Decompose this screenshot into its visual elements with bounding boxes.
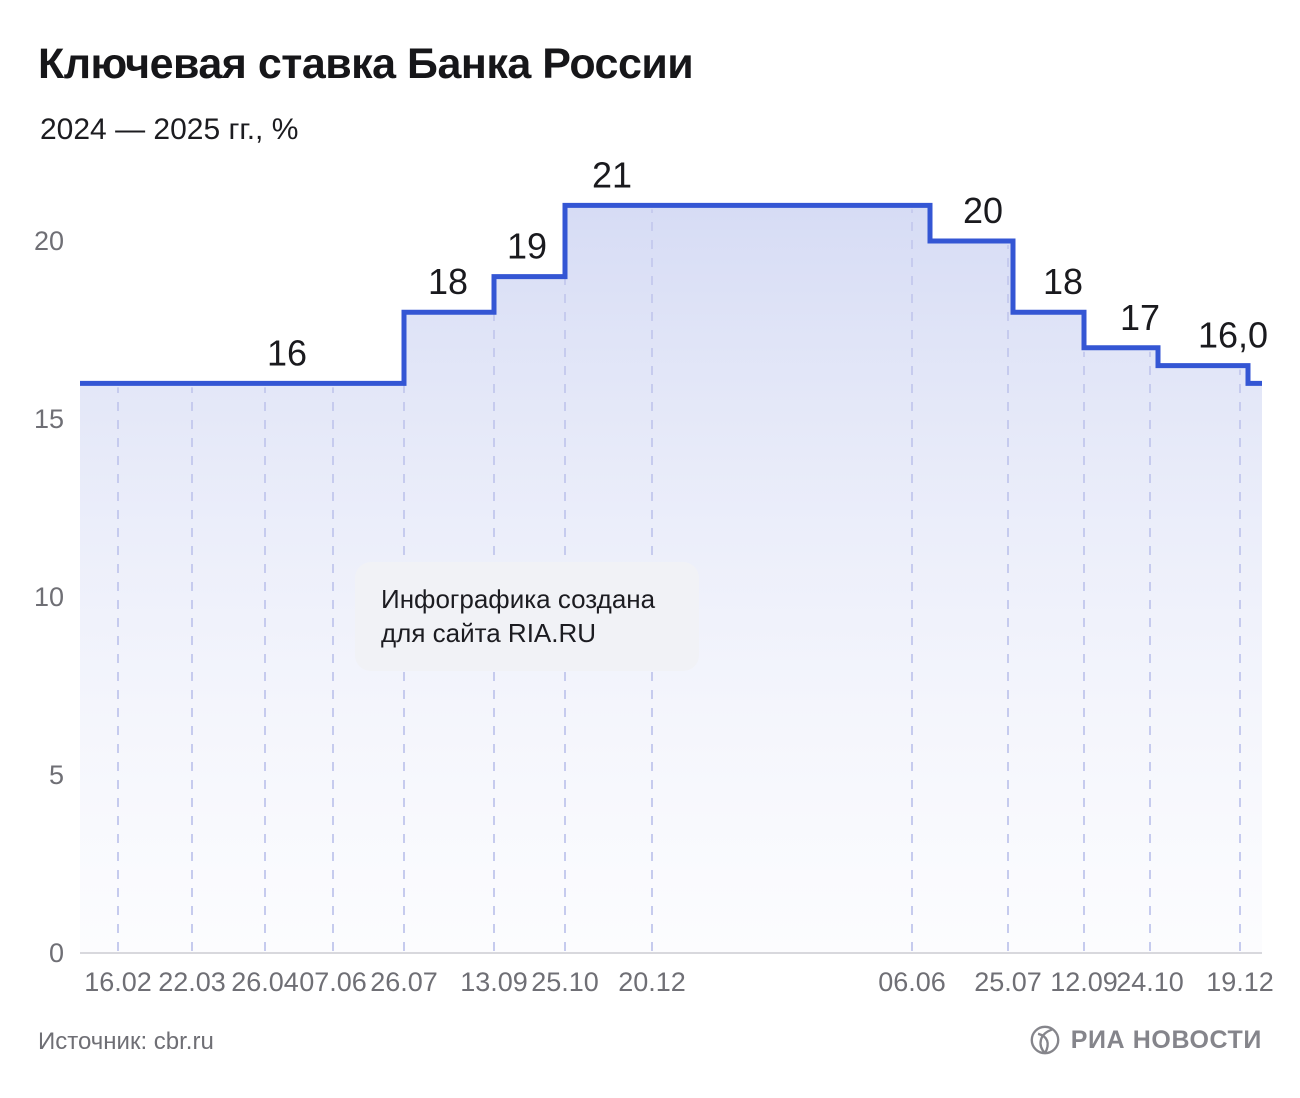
grid-lines xyxy=(117,209,1241,951)
svg-text:06.06: 06.06 xyxy=(878,967,946,997)
svg-text:18: 18 xyxy=(428,261,468,302)
svg-text:13.09: 13.09 xyxy=(460,967,528,997)
svg-text:21: 21 xyxy=(592,154,632,195)
svg-text:18: 18 xyxy=(1043,261,1083,302)
page-subtitle: 2024 — 2025 гг., % xyxy=(40,113,299,146)
svg-text:20: 20 xyxy=(34,226,64,256)
rate-step-line xyxy=(80,202,1262,386)
svg-text:20.12: 20.12 xyxy=(618,967,686,997)
svg-text:20: 20 xyxy=(963,190,1003,231)
source-label: Источник: cbr.ru xyxy=(38,1028,214,1055)
svg-text:15: 15 xyxy=(34,404,64,434)
watermark-line-2: для сайта RIA.RU xyxy=(381,618,597,649)
svg-text:16,0: 16,0 xyxy=(1198,315,1268,356)
svg-text:12.09: 12.09 xyxy=(1050,967,1118,997)
ria-logo-text: РИА НОВОСТИ xyxy=(1070,1025,1262,1054)
watermark-tooltip: Инфографика создана для сайта RIA.RU xyxy=(355,562,699,671)
page-title: Ключевая ставка Банка России xyxy=(38,40,694,88)
svg-text:5: 5 xyxy=(49,760,64,790)
svg-text:25.07: 25.07 xyxy=(974,967,1042,997)
ria-rose-icon xyxy=(1029,1024,1061,1056)
ria-logo: РИА НОВОСТИ xyxy=(1029,1024,1262,1056)
x-axis-labels: 16.02 22.03 26.04 07.06 26.07 13.09 25.10 20.12… xyxy=(84,967,1274,997)
svg-text:22.03: 22.03 xyxy=(158,967,226,997)
svg-text:16: 16 xyxy=(267,332,307,373)
svg-text:26.07: 26.07 xyxy=(370,967,438,997)
svg-text:07.06: 07.06 xyxy=(299,967,367,997)
svg-text:0: 0 xyxy=(49,938,64,968)
svg-text:10: 10 xyxy=(34,582,64,612)
svg-text:24.10: 24.10 xyxy=(1116,967,1184,997)
value-labels: 16 18 19 21 20 18 17 16,0 xyxy=(267,154,1268,373)
svg-text:26.04: 26.04 xyxy=(231,967,299,997)
watermark-line-1: Инфографика создана xyxy=(381,584,656,614)
y-axis-labels: 0 5 10 15 20 xyxy=(34,226,64,968)
svg-text:17: 17 xyxy=(1120,297,1160,338)
svg-text:16.02: 16.02 xyxy=(84,967,152,997)
svg-text:25.10: 25.10 xyxy=(531,967,599,997)
svg-text:19.12: 19.12 xyxy=(1206,967,1274,997)
svg-text:19: 19 xyxy=(507,226,547,267)
